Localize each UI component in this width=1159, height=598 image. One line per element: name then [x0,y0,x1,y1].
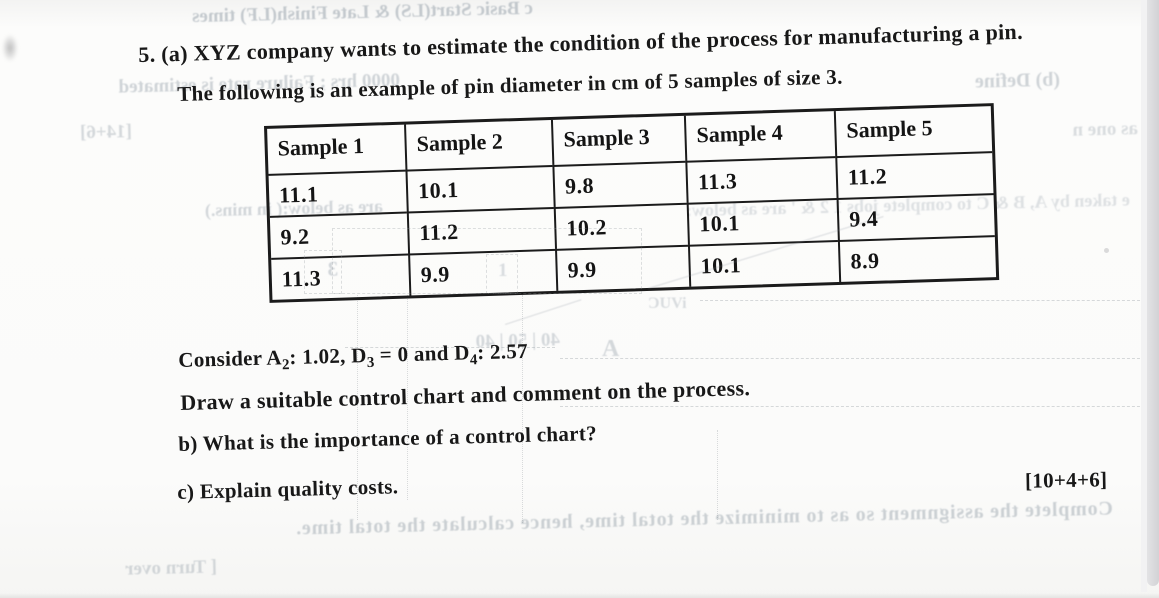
scan-bottom-shade [0,593,1159,598]
scan-background-strip [1147,0,1159,586]
ghost-box [332,228,642,294]
ghost-line [560,406,1159,407]
table-cell: 10.1 [687,240,840,287]
ghost-line [345,347,555,348]
ghost-line [522,295,523,523]
bleedthrough-as-one-fragment: as one n [1072,118,1139,141]
consider-line: Consider A2: 1.02, D3 = 0 and D4: 2.57 [178,339,528,377]
page-edge [1141,0,1147,592]
table-cell: 9.4 [836,193,995,241]
ghost-box [304,250,342,294]
ghost-line [357,295,358,520]
consider-text: Consider A [178,345,283,372]
part-c-question: c) Explain quality costs. [177,474,399,504]
bleedthrough-cuvi-fragment: ƆUVi [648,295,687,312]
table-cell: 11.2 [835,151,994,199]
table-header-cell: Sample 4 [683,111,836,161]
table-cell: 11.3 [685,156,837,203]
table-cell: 11.1 [268,169,407,216]
consider-text: : 2.57 [476,338,529,365]
table-cell: 8.9 [837,235,997,283]
table-cell: 9.8 [552,160,687,207]
consider-text: : 1.02, D [289,343,367,370]
table-header-cell: Sample 3 [550,115,686,165]
ghost-box [486,254,518,294]
ghost-line [407,295,408,500]
draw-instruction: Draw a suitable control chart and commen… [180,375,751,415]
marks-allocation: [10+4+6] [1024,467,1108,493]
table-header-cell: Sample 5 [833,106,993,157]
ghost-line [560,358,1150,359]
ghost-diagonal-line [505,299,582,325]
bleedthrough-assignment-line: Complete the assignment so as to minimiz… [295,497,1114,540]
scan-smudge [2,34,18,62]
bleedthrough-digit-1: 1 [498,260,508,281]
intro-line: The following is an example of pin diame… [177,64,843,106]
bleedthrough-turn-over: [ Turn over [124,556,218,580]
part-b-question: b) What is the importance of a control c… [178,421,598,456]
bleedthrough-marks-fragment: [14+6] [79,121,133,144]
ghost-line [700,300,1140,301]
bleedthrough-letter-a: A [602,336,620,362]
table-header-cell: Sample 2 [404,119,553,170]
table-header-cell: Sample 1 [277,132,365,161]
consider-text: = 0 and D [373,340,470,367]
ghost-line [717,430,718,520]
table-cell: 10.1 [405,164,554,212]
scan-speck [1104,248,1109,253]
bleedthrough-top-line: c Basic Start(LS) & Late Finish(LF) time… [191,0,534,28]
bleedthrough-define-fragment: (b) Define [974,68,1061,93]
